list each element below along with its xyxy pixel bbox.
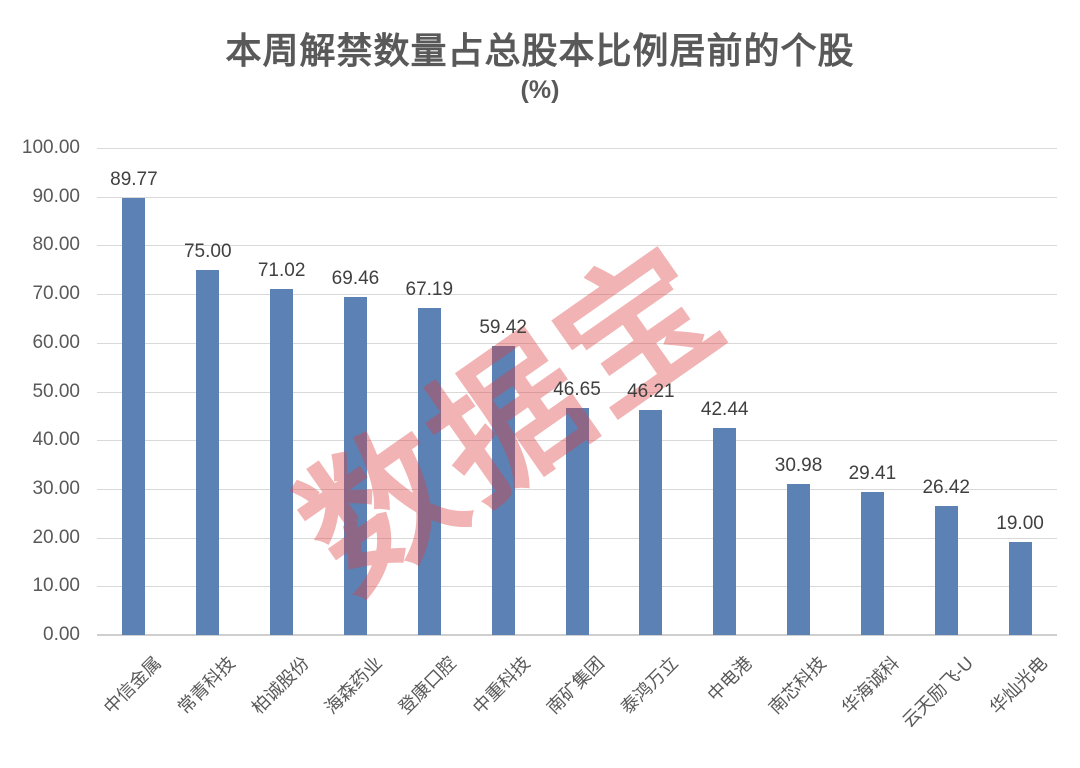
x-category-label: 泰鸿万立 — [616, 652, 682, 718]
x-category-label: 中信金属 — [99, 652, 165, 718]
bar — [1008, 542, 1032, 635]
bar-value-label: 75.00 — [183, 240, 232, 262]
bar — [122, 197, 146, 635]
x-category-label: 南矿集团 — [542, 652, 608, 718]
bar — [713, 428, 737, 635]
x-category-label: 华灿光电 — [985, 652, 1052, 718]
bar-value-label: 42.44 — [700, 399, 749, 421]
y-tick-label: 50.00 — [32, 381, 80, 402]
bar — [565, 407, 589, 635]
y-tick-label: 100.00 — [21, 137, 80, 158]
x-category-label: 登康口腔 — [395, 652, 461, 718]
bar — [270, 289, 294, 635]
y-tick-label: 30.00 — [32, 478, 80, 499]
y-tick-label: 80.00 — [32, 234, 80, 255]
gridline — [97, 294, 1057, 295]
y-tick-label: 60.00 — [32, 332, 80, 353]
bar — [934, 506, 958, 635]
chart-subtitle: (%) — [520, 76, 560, 104]
bar — [491, 345, 515, 635]
x-category-label: 常青科技 — [173, 652, 239, 718]
bar-value-label: 89.77 — [110, 168, 158, 190]
y-tick-label: 40.00 — [32, 429, 80, 450]
bar — [343, 296, 367, 635]
bar — [196, 269, 220, 635]
y-tick-label: 0.00 — [43, 624, 80, 645]
y-tick-label: 70.00 — [32, 283, 80, 304]
bar — [860, 491, 884, 635]
bar-value-label: 46.65 — [553, 378, 601, 400]
bar-value-label: 30.98 — [774, 455, 823, 477]
bar-value-label: 71.02 — [257, 260, 306, 282]
gridline — [97, 197, 1057, 198]
bar-value-label: 29.41 — [848, 462, 897, 484]
x-category-label: 华海诚科 — [838, 652, 904, 718]
y-tick-label: 10.00 — [32, 575, 80, 596]
y-tick-label: 90.00 — [32, 186, 80, 207]
x-category-label: 柏诚股份 — [247, 652, 313, 718]
x-category-label: 云天励飞-U — [898, 652, 978, 732]
gridline — [97, 392, 1057, 393]
x-category-label: 南芯科技 — [764, 652, 830, 718]
bar-value-label: 19.00 — [996, 513, 1044, 535]
bar-value-label: 69.46 — [331, 267, 380, 289]
bar — [417, 307, 441, 635]
x-category-label: 中重科技 — [469, 652, 535, 718]
gridline — [97, 148, 1057, 149]
x-category-label: 海森药业 — [321, 652, 387, 718]
x-axis-line — [97, 634, 1057, 636]
bar — [787, 484, 811, 635]
gridline — [97, 343, 1057, 344]
bar-value-label: 67.19 — [405, 278, 454, 300]
bar-value-label: 46.21 — [627, 380, 675, 402]
bar-value-label: 26.42 — [922, 477, 970, 499]
gridline — [97, 245, 1057, 246]
y-tick-label: 20.00 — [32, 527, 80, 548]
chart-title: 本周解禁数量占总股本比例居前的个股 — [225, 30, 855, 71]
x-category-label: 中电港 — [703, 652, 756, 706]
bar-value-label: 59.42 — [479, 316, 527, 338]
bar — [639, 409, 663, 635]
